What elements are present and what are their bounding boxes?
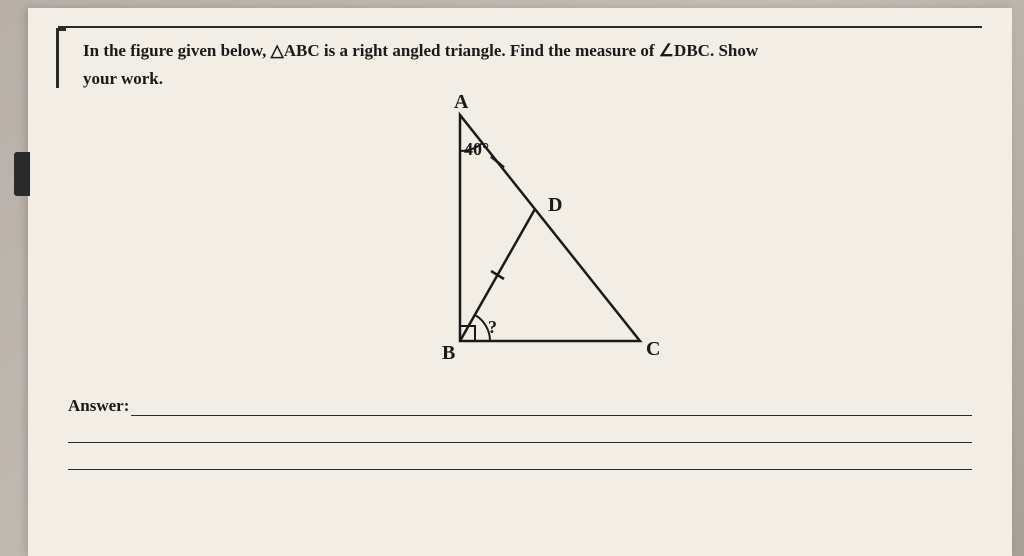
vertex-d-label: D bbox=[548, 194, 562, 216]
tick-bd bbox=[491, 271, 504, 279]
answer-section: Answer: bbox=[68, 396, 972, 470]
answer-label: Answer: bbox=[68, 396, 129, 416]
triangle-diagram: 40° ? A B C D bbox=[370, 93, 670, 368]
angle-b-label: ? bbox=[488, 317, 497, 337]
tick-ad bbox=[491, 157, 504, 168]
question-text-line1: In the figure given below, △ABC is a rig… bbox=[83, 38, 972, 64]
vertex-b-label: B bbox=[442, 342, 455, 364]
worksheet-paper: In the figure given below, △ABC is a rig… bbox=[28, 8, 1012, 556]
answer-blank-3[interactable] bbox=[68, 469, 972, 470]
vertex-a-label: A bbox=[454, 93, 469, 113]
answer-line-1: Answer: bbox=[68, 396, 972, 416]
side-tab-marker bbox=[14, 152, 30, 196]
question-bracket bbox=[56, 28, 66, 88]
angle-a-label: 40° bbox=[464, 139, 489, 159]
question-text-line2: your work. bbox=[83, 66, 972, 92]
top-rule bbox=[58, 26, 982, 28]
figure-container: 40° ? A B C D bbox=[68, 93, 972, 368]
answer-blank-1[interactable] bbox=[131, 415, 972, 416]
answer-blank-2[interactable] bbox=[68, 442, 972, 443]
vertex-c-label: C bbox=[646, 338, 660, 360]
